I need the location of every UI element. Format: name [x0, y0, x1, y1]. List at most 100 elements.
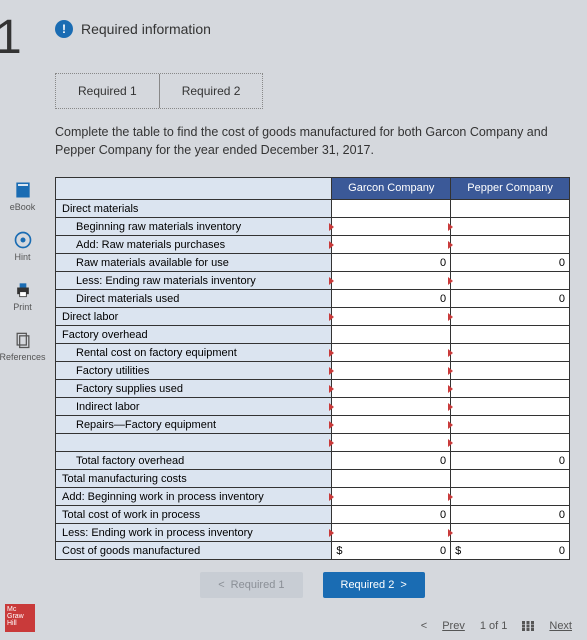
row-direct-materials: Direct materials — [56, 200, 332, 218]
sidebar-hint[interactable]: Hint — [0, 230, 45, 262]
cell[interactable] — [332, 218, 451, 236]
row-utilities: Factory utilities — [56, 362, 332, 380]
references-icon — [13, 330, 33, 350]
blank-header — [56, 178, 332, 200]
cell[interactable]: 0 — [451, 452, 570, 470]
row-total-foh: Total factory overhead — [56, 452, 332, 470]
dropdown-marker-icon — [448, 313, 453, 321]
chevron-left-icon: < — [421, 620, 427, 632]
row-beg-raw: Beginning raw materials inventory — [56, 218, 332, 236]
cell[interactable]: $0 — [332, 542, 451, 560]
sidebar-print[interactable]: Print — [0, 280, 45, 312]
cell[interactable] — [332, 326, 451, 344]
cell[interactable] — [332, 380, 451, 398]
row-indirect-labor: Indirect labor — [56, 398, 332, 416]
cell[interactable] — [451, 380, 570, 398]
row-add-beg-wip: Add: Beginning work in process inventory — [56, 488, 332, 506]
dropdown-marker-icon — [448, 421, 453, 429]
cell[interactable] — [332, 470, 451, 488]
cell[interactable]: 0 — [332, 506, 451, 524]
cell[interactable] — [332, 488, 451, 506]
cell[interactable] — [332, 362, 451, 380]
dropdown-marker-icon — [329, 421, 334, 429]
hint-icon — [13, 230, 33, 250]
row-total-wip: Total cost of work in process — [56, 506, 332, 524]
col-pepper: Pepper Company — [451, 178, 570, 200]
dropdown-marker-icon — [329, 493, 334, 501]
book-icon — [13, 180, 33, 200]
cell[interactable] — [332, 308, 451, 326]
cell[interactable] — [451, 434, 570, 452]
dropdown-marker-icon — [329, 385, 334, 393]
dropdown-marker-icon — [329, 439, 334, 447]
dropdown-marker-icon — [448, 241, 453, 249]
dropdown-marker-icon — [329, 367, 334, 375]
cell[interactable] — [451, 200, 570, 218]
next-link[interactable]: Next — [549, 620, 572, 632]
cell[interactable] — [332, 344, 451, 362]
cell[interactable] — [332, 236, 451, 254]
cell[interactable] — [332, 272, 451, 290]
cell[interactable] — [451, 488, 570, 506]
sidebar-references[interactable]: References — [0, 330, 45, 362]
header: ! Required information — [55, 20, 587, 38]
cell[interactable] — [332, 398, 451, 416]
dropdown-marker-icon — [448, 529, 453, 537]
dropdown-marker-icon — [329, 349, 334, 357]
footer-nav: < Prev 1 of 1 Next — [0, 620, 587, 632]
next-required-button[interactable]: Required 2 > — [323, 572, 425, 598]
cell[interactable] — [332, 416, 451, 434]
header-label: Required information — [81, 21, 211, 37]
dropdown-marker-icon — [448, 349, 453, 357]
dropdown-marker-icon — [448, 493, 453, 501]
currency-symbol: $ — [336, 545, 342, 557]
cell[interactable] — [451, 344, 570, 362]
cell[interactable] — [451, 218, 570, 236]
cell[interactable]: 0 — [332, 452, 451, 470]
cell[interactable] — [451, 308, 570, 326]
tab-required-1[interactable]: Required 1 — [56, 74, 160, 108]
row-cogm: Cost of goods manufactured — [56, 542, 332, 560]
print-icon — [13, 280, 33, 300]
cell[interactable] — [451, 470, 570, 488]
left-sidebar: eBook Hint Print References — [0, 180, 45, 380]
cogm-table: Garcon Company Pepper Company Direct mat… — [55, 177, 570, 560]
row-add-raw: Add: Raw materials purchases — [56, 236, 332, 254]
sidebar-ebook[interactable]: eBook — [0, 180, 45, 212]
cell[interactable] — [332, 524, 451, 542]
grid-icon[interactable] — [522, 621, 534, 631]
prev-required-button: <Required 1 — [200, 572, 302, 598]
dropdown-marker-icon — [448, 403, 453, 411]
cell[interactable]: 0 — [451, 506, 570, 524]
cell[interactable] — [451, 236, 570, 254]
instruction-text: Complete the table to find the cost of g… — [55, 124, 587, 159]
row-less-end-wip: Less: Ending work in process inventory — [56, 524, 332, 542]
cell[interactable] — [451, 398, 570, 416]
sidebar-hint-label: Hint — [14, 252, 30, 262]
cell[interactable]: $0 — [451, 542, 570, 560]
cell[interactable] — [451, 362, 570, 380]
cell[interactable]: 0 — [332, 254, 451, 272]
next-btn-label: Required 2 — [341, 579, 395, 591]
tab-required-2[interactable]: Required 2 — [160, 74, 263, 108]
cell[interactable]: 0 — [451, 254, 570, 272]
cell[interactable] — [332, 434, 451, 452]
info-icon: ! — [55, 20, 73, 38]
sidebar-print-label: Print — [13, 302, 32, 312]
dropdown-marker-icon — [329, 223, 334, 231]
row-dm-used: Direct materials used — [56, 290, 332, 308]
cell[interactable] — [332, 200, 451, 218]
row-total-mfg: Total manufacturing costs — [56, 470, 332, 488]
cell[interactable] — [451, 416, 570, 434]
row-less-end-raw: Less: Ending raw materials inventory — [56, 272, 332, 290]
chevron-right-icon: > — [400, 579, 406, 591]
cell[interactable]: 0 — [451, 290, 570, 308]
dropdown-marker-icon — [448, 223, 453, 231]
cell[interactable] — [451, 524, 570, 542]
row-factory-oh: Factory overhead — [56, 326, 332, 344]
logo-line2: Graw — [7, 613, 33, 620]
cell[interactable] — [451, 272, 570, 290]
cell[interactable] — [451, 326, 570, 344]
cell[interactable]: 0 — [332, 290, 451, 308]
prev-link[interactable]: Prev — [442, 620, 465, 632]
